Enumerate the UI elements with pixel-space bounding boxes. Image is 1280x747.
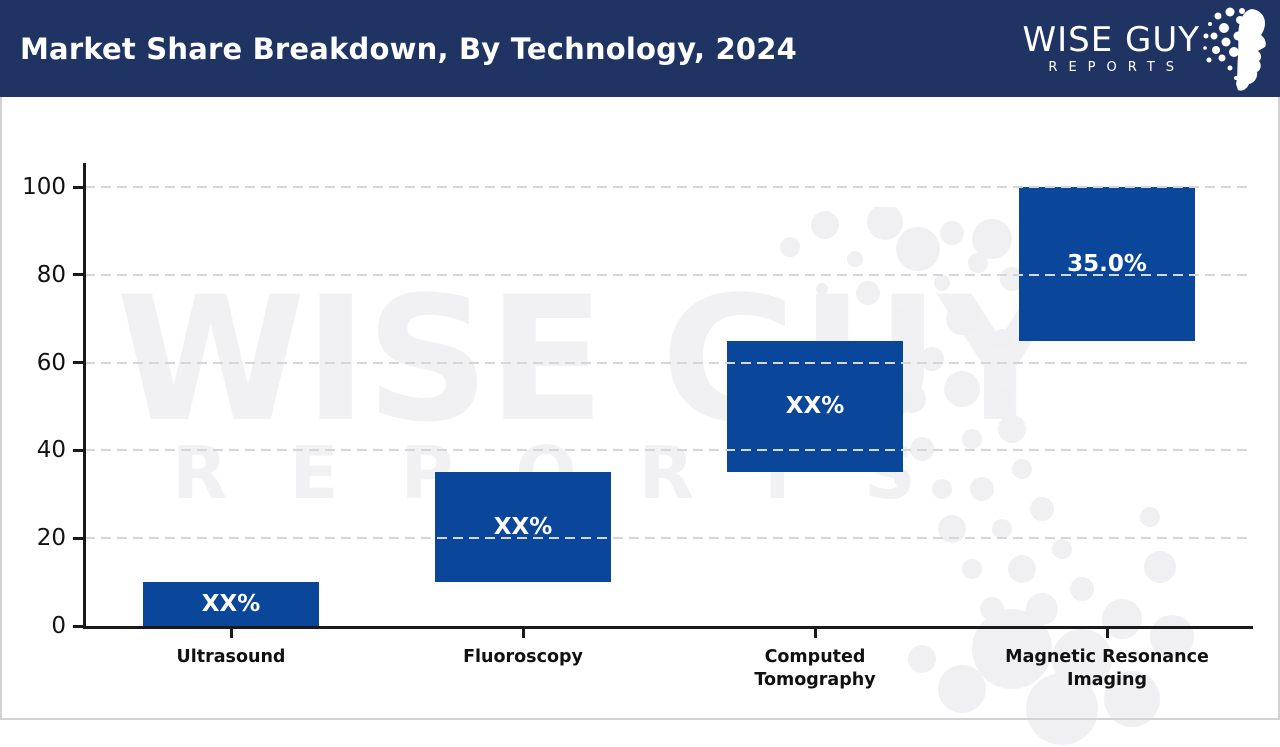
y-tick-label-20: 20	[36, 525, 66, 552]
x-axis-label-ultrasound: Ultrasound	[176, 647, 286, 667]
logo-face-icon	[1203, 7, 1266, 91]
gridline-60	[85, 361, 1253, 364]
x-tick-fluoroscopy	[521, 626, 525, 638]
y-tick-100	[73, 185, 83, 189]
x-axis-line	[83, 626, 1253, 629]
x-axis-label-fluoroscopy: Fluoroscopy	[463, 647, 583, 667]
x-tick-ultrasound	[229, 626, 233, 638]
bar-magnetic-resonance-imaging: 35.0%	[1019, 187, 1195, 341]
logo-text: WISE GUY REPORTS	[1022, 23, 1200, 74]
x-tick-magnetic-resonance-imaging	[1105, 626, 1109, 638]
x-axis-label-magnetic-resonance-imaging: Magnetic Resonance Imaging	[1005, 647, 1209, 690]
gridline-40	[85, 449, 1253, 452]
y-tick-0	[73, 624, 83, 628]
y-tick-20	[73, 536, 83, 540]
header: Market Share Breakdown, By Technology, 2…	[0, 0, 1280, 97]
watermark-wordmark: WISE GUY	[116, 259, 1062, 460]
y-tick-40	[73, 448, 83, 452]
page-title: Market Share Breakdown, By Technology, 2…	[20, 31, 798, 66]
bar-value-label-magnetic-resonance-imaging: 35.0%	[1067, 250, 1147, 277]
x-tick-computed-tomography	[813, 626, 817, 638]
logo-wordmark: WISE GUY	[1022, 20, 1200, 60]
watermark-dots-face-icon	[780, 207, 1194, 745]
gridline-100	[85, 186, 1253, 188]
bar-value-label-fluoroscopy: XX%	[493, 514, 553, 541]
y-tick-label-80: 80	[36, 261, 66, 288]
gridline-80	[85, 273, 1253, 276]
y-axis-line	[83, 163, 86, 629]
chart-area: WISE GUY REPORTS	[0, 97, 1280, 745]
x-axis-label-computed-tomography: Computed Tomography	[754, 647, 876, 690]
y-tick-label-0: 0	[51, 613, 66, 639]
bottom-border	[0, 718, 1280, 720]
wise-guy-logo: WISE GUY REPORTS	[1022, 6, 1268, 92]
right-border	[1278, 97, 1280, 720]
bar-value-label-ultrasound: XX%	[201, 591, 261, 618]
y-tick-label-100: 100	[22, 174, 66, 200]
bar-ultrasound: XX%	[143, 582, 319, 626]
y-tick-label-60: 60	[36, 349, 66, 376]
left-border	[0, 97, 2, 720]
gridline-20	[85, 537, 1253, 540]
bar-fluoroscopy: XX%	[435, 472, 611, 583]
logo-subtext: REPORTS	[1048, 60, 1186, 75]
y-tick-80	[73, 273, 83, 277]
bar-computed-tomography: XX%	[727, 340, 903, 473]
bar-value-label-computed-tomography: XX%	[785, 393, 845, 420]
y-tick-label-40: 40	[36, 437, 66, 464]
y-tick-60	[73, 361, 83, 365]
